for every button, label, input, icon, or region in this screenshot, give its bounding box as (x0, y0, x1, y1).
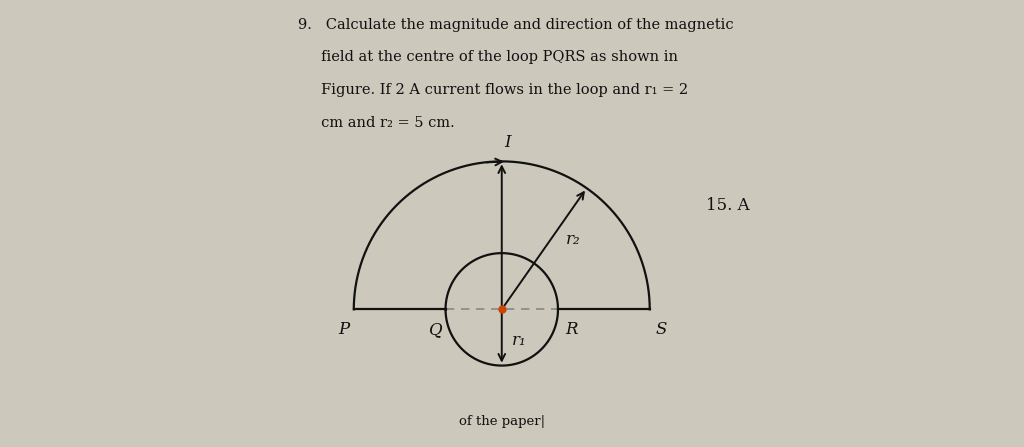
Text: r₁: r₁ (512, 332, 526, 349)
Text: field at the centre of the loop PQRS as shown in: field at the centre of the loop PQRS as … (298, 51, 678, 64)
Text: R: R (565, 321, 578, 338)
Text: I: I (505, 134, 511, 151)
Text: P: P (338, 321, 349, 338)
Text: Figure. If 2 A current flows in the loop and r₁ = 2: Figure. If 2 A current flows in the loop… (298, 83, 688, 97)
Text: Q: Q (429, 321, 442, 338)
Text: 15. A: 15. A (706, 197, 750, 214)
Text: of the paper|: of the paper| (459, 415, 545, 428)
Text: r₂: r₂ (566, 231, 581, 248)
Text: 9.   Calculate the magnitude and direction of the magnetic: 9. Calculate the magnitude and direction… (298, 18, 733, 32)
Text: S: S (655, 321, 667, 338)
Text: cm and r₂ = 5 cm.: cm and r₂ = 5 cm. (298, 115, 455, 130)
